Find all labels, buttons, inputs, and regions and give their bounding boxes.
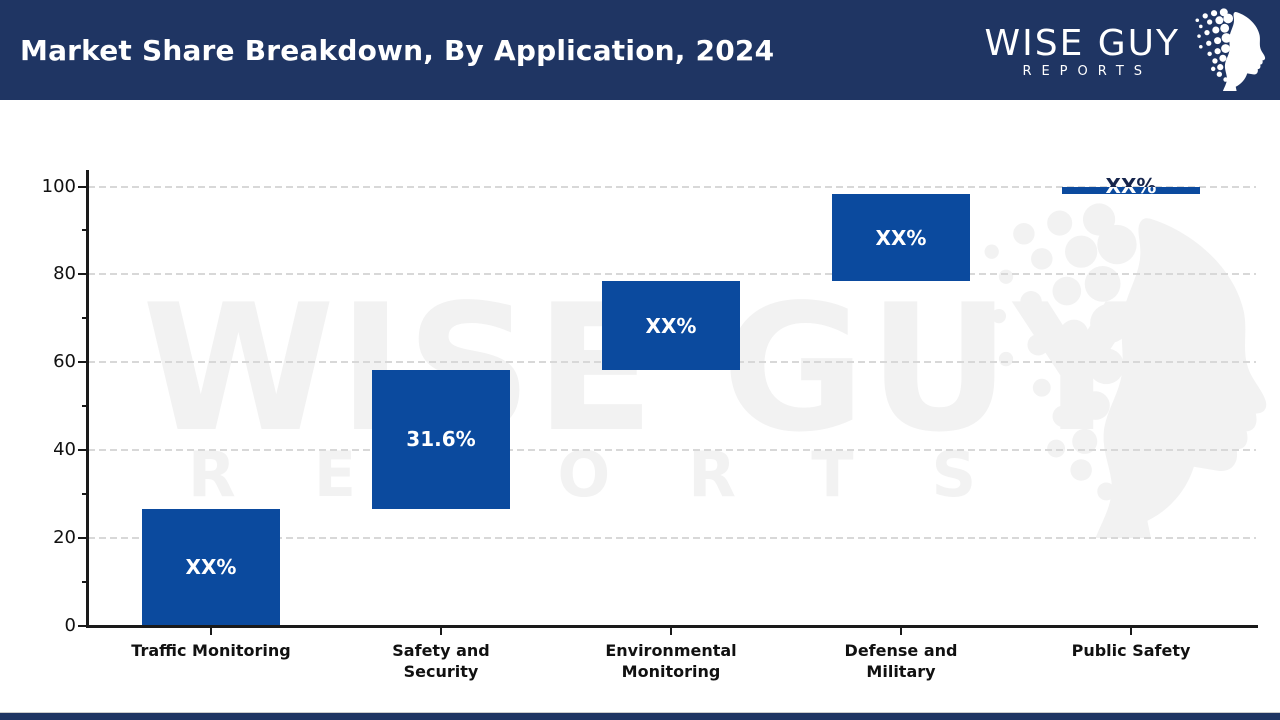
y-axis-minor-tick-10 xyxy=(82,581,87,583)
logo-subtitle: REPORTS xyxy=(1022,64,1153,79)
bar-value-label: XX% xyxy=(185,555,237,580)
x-axis-line xyxy=(86,625,1258,628)
x-axis-label-line: Military xyxy=(866,662,936,681)
x-axis-label-line: Safety and xyxy=(392,641,490,660)
bar-environmental-monitoring: XX% xyxy=(602,281,740,370)
y-axis-line xyxy=(86,170,89,628)
y-axis-tick-80 xyxy=(78,273,87,276)
bar-value-label: XX% xyxy=(1106,187,1157,195)
x-axis-label-safety-and-security: Safety and Security xyxy=(321,640,561,682)
bar-value-label: XX% xyxy=(645,313,697,338)
y-axis-minor-tick-90 xyxy=(82,229,87,231)
bar-public-safety: XX% xyxy=(1062,186,1200,195)
y-axis-tick-60 xyxy=(78,361,87,364)
y-axis-tick-20 xyxy=(78,537,87,540)
x-axis-label-line: Environmental xyxy=(605,641,737,660)
bar-value-label: 31.6% xyxy=(406,427,476,452)
gridline-80 xyxy=(88,273,1256,276)
x-axis-label-line: Public Safety xyxy=(1071,641,1191,660)
header-bar: Market Share Breakdown, By Application, … xyxy=(0,0,1280,100)
wise-guy-logo: WISE GUY REPORTS xyxy=(985,4,1269,94)
y-axis-tick-label-0: 0 xyxy=(64,615,76,636)
page-title: Market Share Breakdown, By Application, … xyxy=(20,33,775,67)
y-axis-minor-tick-50 xyxy=(82,405,87,407)
y-axis-tick-label-100: 100 xyxy=(41,175,76,197)
x-axis-label-line: Security xyxy=(403,662,479,681)
gridline-20 xyxy=(88,537,1256,540)
y-axis-tick-label-40: 40 xyxy=(53,439,76,461)
x-axis-label-environmental-monitoring: Environmental Monitoring xyxy=(551,640,791,682)
y-axis-minor-tick-70 xyxy=(82,317,87,319)
y-axis-tick-40 xyxy=(78,449,87,452)
x-axis-tick-environmental-monitoring xyxy=(670,627,672,635)
logo-text: WISE GUY REPORTS xyxy=(985,25,1181,81)
y-axis-tick-label-20: 20 xyxy=(53,527,76,549)
y-axis-tick-0 xyxy=(78,625,87,627)
x-axis-tick-traffic-monitoring xyxy=(210,627,212,635)
y-axis-tick-label-80: 80 xyxy=(53,263,76,285)
logo-wordmark: WISE GUY xyxy=(984,23,1180,64)
y-axis-tick-100 xyxy=(78,185,87,188)
logo-head-icon xyxy=(1195,8,1266,91)
x-axis-tick-defense-and-military xyxy=(900,627,902,635)
footer-divider xyxy=(0,712,1280,713)
bar-safety-and-security: 31.6% xyxy=(372,369,510,509)
gridline-40 xyxy=(88,449,1256,452)
x-axis-tick-safety-and-security xyxy=(440,627,442,635)
x-axis-label-line: Traffic Monitoring xyxy=(131,641,291,660)
y-axis-tick-label-60: 60 xyxy=(53,351,76,373)
gridline-100 xyxy=(88,185,1256,188)
x-axis-label-defense-and-military: Defense and Military xyxy=(781,640,1021,682)
bar-traffic-monitoring: XX% xyxy=(142,508,280,626)
x-axis-label-traffic-monitoring: Traffic Monitoring xyxy=(91,640,331,661)
x-axis-tick-public-safety xyxy=(1130,627,1132,635)
x-axis-label-line: Monitoring xyxy=(621,662,721,681)
bar-defense-and-military: XX% xyxy=(832,194,970,282)
x-axis-label-public-safety: Public Safety xyxy=(1011,640,1251,661)
footer-bar xyxy=(0,713,1280,720)
y-axis-minor-tick-30 xyxy=(82,493,87,495)
x-axis-label-line: Defense and xyxy=(844,641,958,660)
bar-value-label: XX% xyxy=(875,225,927,250)
